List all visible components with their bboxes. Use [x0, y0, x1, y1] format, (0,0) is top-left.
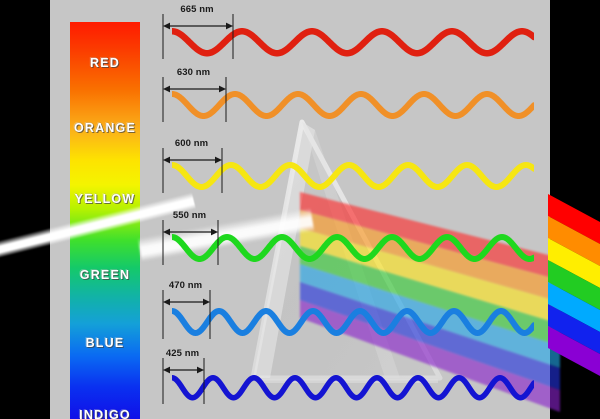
wavelength-label-blue: 470 nm — [168, 280, 203, 291]
wave-blue — [172, 305, 534, 339]
wave-indigo — [172, 372, 534, 404]
color-label-green: GREEN — [79, 268, 131, 282]
wavelength-label-yellow: 600 nm — [174, 138, 209, 149]
wave-green — [172, 231, 534, 265]
dispersion-fan — [300, 192, 560, 412]
wavelength-marker-orange — [162, 77, 227, 127]
color-label-yellow: YELLOW — [74, 192, 136, 206]
wavelength-marker-green — [162, 220, 219, 270]
wavelength-marker-yellow — [162, 148, 223, 198]
color-label-orange: ORANGE — [73, 121, 137, 135]
wavelength-marker-red — [162, 14, 234, 64]
wavelength-label-orange: 630 nm — [176, 67, 211, 78]
color-label-indigo: INDIGO — [79, 408, 131, 419]
wavelength-marker-indigo — [162, 358, 205, 409]
rainbow-output-bands — [548, 194, 600, 376]
color-label-blue: BLUE — [85, 336, 125, 350]
wavelength-label-red: 665 nm — [180, 4, 214, 15]
color-label-red: RED — [90, 56, 120, 70]
wave-orange — [172, 88, 534, 122]
wave-red — [172, 25, 534, 60]
wavelength-label-green: 550 nm — [172, 210, 207, 221]
wavelength-label-indigo: 425 nm — [165, 348, 200, 359]
wavelength-marker-blue — [162, 290, 211, 344]
wave-yellow — [172, 159, 534, 193]
